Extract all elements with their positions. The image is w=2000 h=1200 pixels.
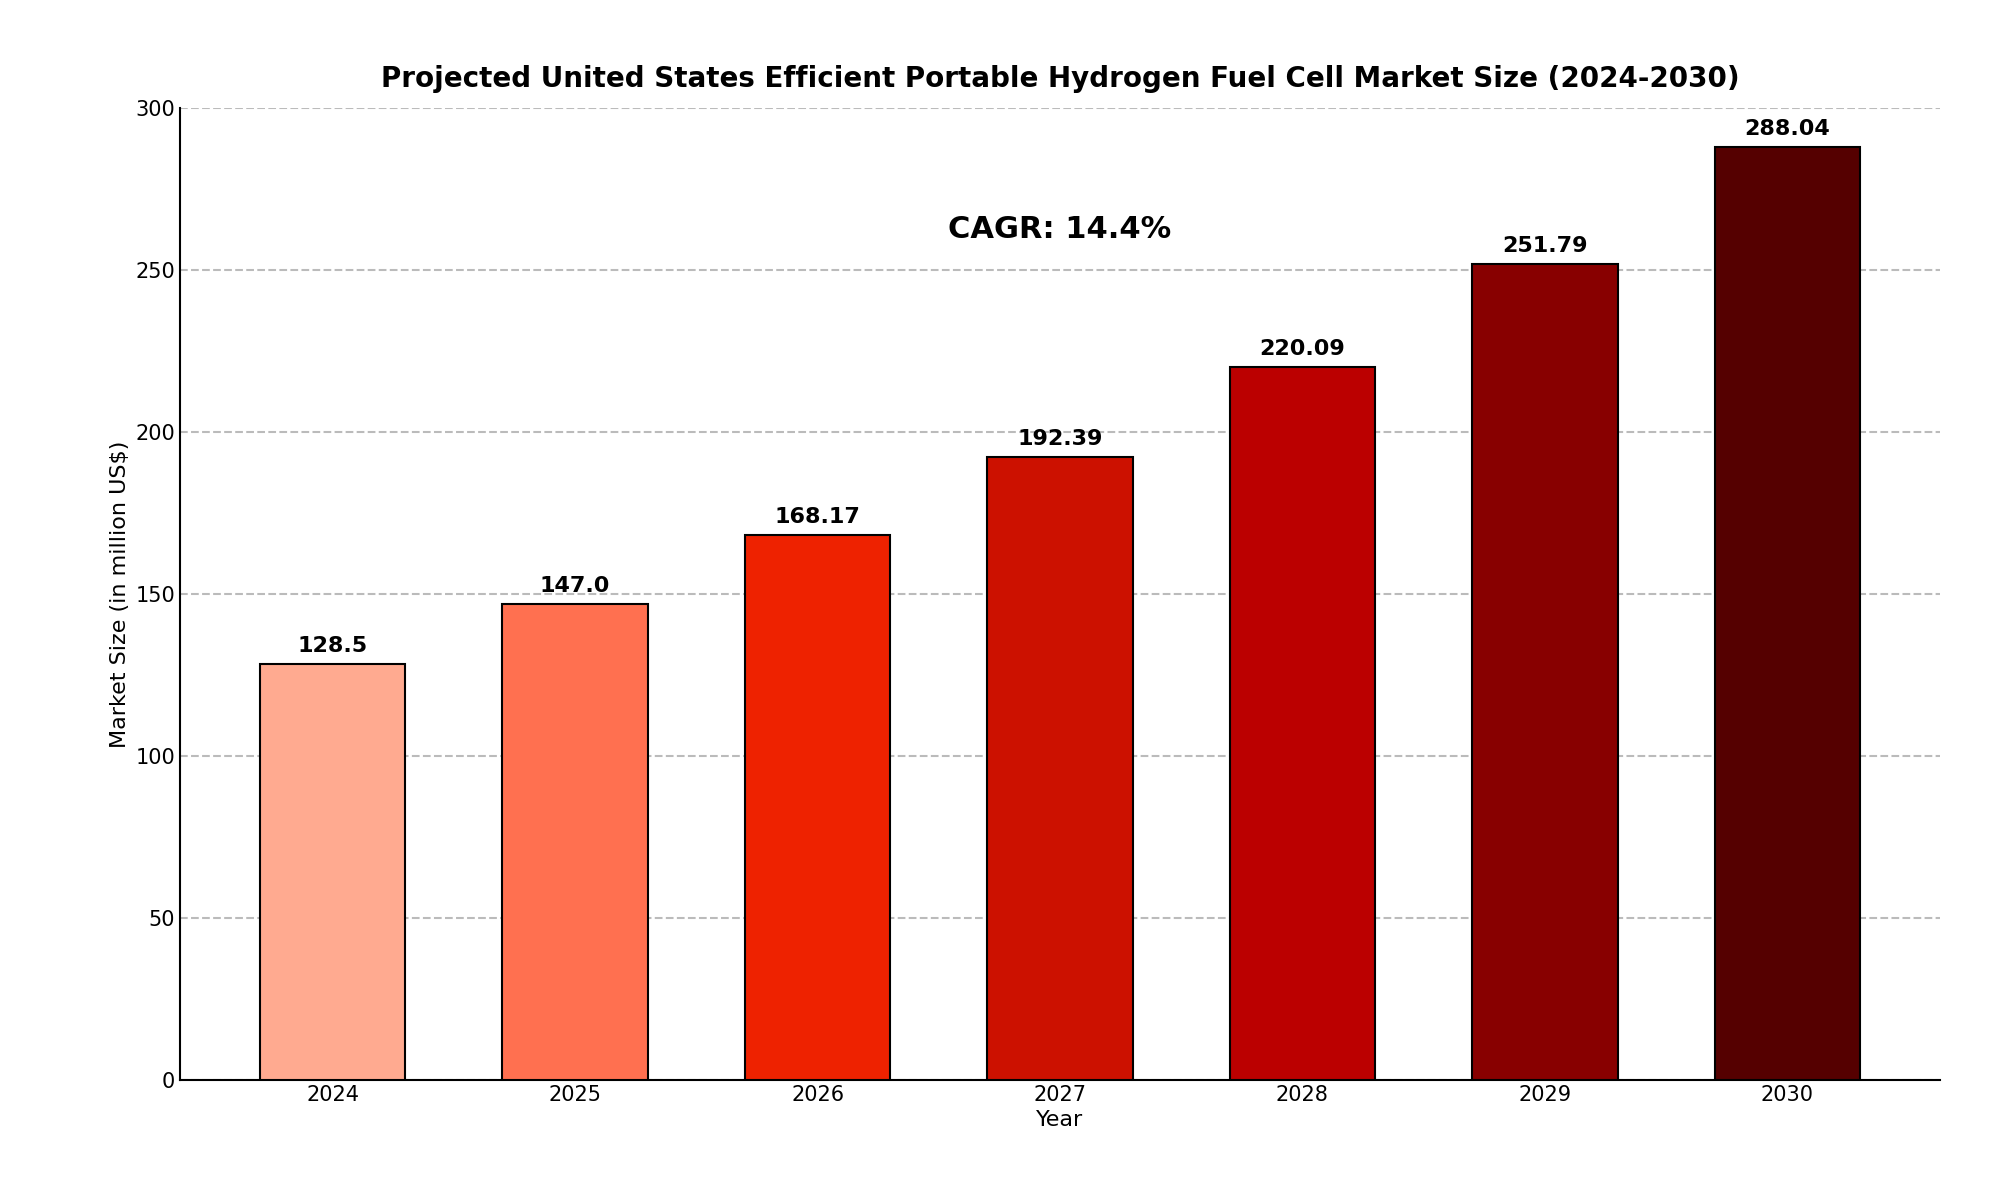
- Title: Projected United States Efficient Portable Hydrogen Fuel Cell Market Size (2024-: Projected United States Efficient Portab…: [380, 65, 1740, 94]
- Bar: [1230, 367, 1376, 1080]
- Text: 128.5: 128.5: [298, 636, 368, 655]
- Bar: [1714, 146, 1860, 1080]
- Bar: [744, 535, 890, 1080]
- Text: 220.09: 220.09: [1260, 338, 1346, 359]
- Text: CAGR: 14.4%: CAGR: 14.4%: [948, 215, 1172, 244]
- Text: 147.0: 147.0: [540, 576, 610, 595]
- Bar: [1472, 264, 1618, 1080]
- Bar: [988, 457, 1132, 1080]
- Text: 192.39: 192.39: [1018, 428, 1102, 449]
- Text: 168.17: 168.17: [774, 508, 860, 527]
- Text: 288.04: 288.04: [1744, 119, 1830, 139]
- Y-axis label: Market Size (in million US$): Market Size (in million US$): [110, 440, 130, 748]
- X-axis label: Year: Year: [1036, 1110, 1084, 1130]
- Bar: [502, 604, 648, 1080]
- Text: 251.79: 251.79: [1502, 236, 1588, 256]
- Bar: [260, 664, 406, 1080]
